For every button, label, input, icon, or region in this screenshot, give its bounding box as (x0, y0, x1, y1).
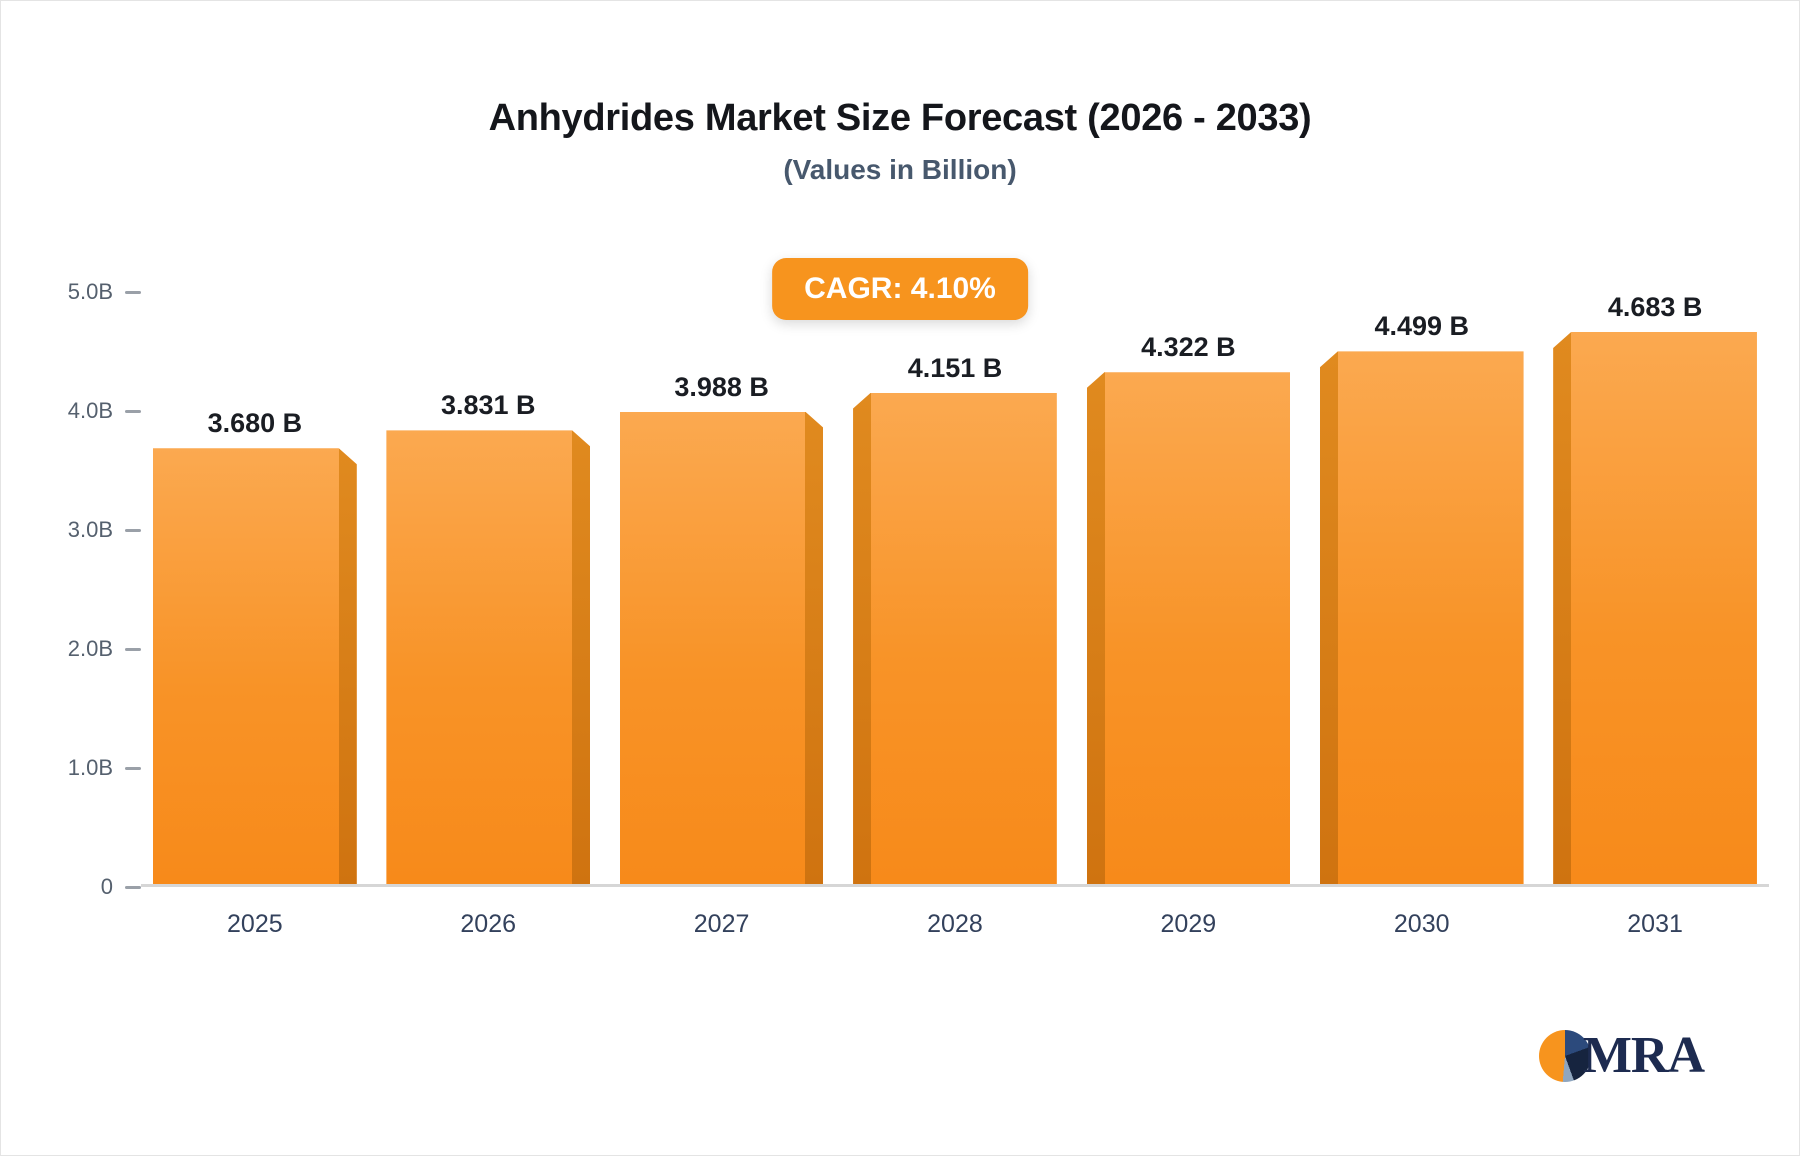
brand-logo: MRA (1538, 1026, 1705, 1085)
y-tick-label: 0 (100, 874, 113, 899)
x-axis-label: 2028 (927, 910, 983, 938)
bar-group: 3.988 B 2027 (620, 292, 824, 938)
y-tick-mark (125, 528, 141, 532)
y-tick-mark (125, 290, 141, 294)
bar-group: 3.831 B 2026 (386, 292, 590, 938)
y-tick: 5.0B (68, 279, 141, 305)
chart: CAGR: 4.10% 0 1.0B 2.0B 3.0B 4.0B 5.0B 3.680 … (31, 222, 1769, 938)
chart-title: Anhydrides Market Size Forecast (2026 - … (488, 97, 1312, 139)
y-tick-label: 2.0B (67, 636, 113, 661)
y-tick-mark (125, 766, 141, 770)
y-tick-label: 5.0B (67, 279, 113, 304)
y-tick: 1.0B (68, 755, 141, 781)
y-tick-label: 4.0B (67, 398, 113, 423)
bar (1553, 332, 1757, 884)
bar-value-label: 3.831 B (440, 390, 536, 421)
bar (853, 392, 1057, 884)
bar-group: 4.322 B 2029 (1086, 292, 1291, 938)
bar-value-label: 3.988 B (674, 371, 769, 402)
y-tick: 4.0B (68, 398, 141, 424)
y-tick-mark (125, 647, 141, 651)
bar-value-label: 4.683 B (1607, 292, 1703, 322)
y-tick-label: 1.0B (67, 755, 113, 780)
y-tick: 3.0B (68, 517, 141, 543)
y-axis: 0 1.0B 2.0B 3.0B 4.0B 5.0B (31, 279, 141, 899)
bar (386, 430, 590, 884)
y-tick: 0 (101, 874, 141, 900)
y-tick-mark (125, 885, 141, 889)
bar-group: 4.151 B 2028 (853, 292, 1057, 938)
brand-logo-text: MRA (1582, 1027, 1705, 1084)
y-tick-label: 3.0B (67, 517, 113, 542)
plot: 3.680 B 2025 3.831 B 2026 3.988 B 2027 4.151 B… (141, 292, 1769, 938)
x-axis-label: 2031 (1627, 910, 1683, 938)
bar (153, 448, 357, 884)
bar (620, 412, 824, 884)
bar (1086, 372, 1291, 884)
bar-value-label: 4.322 B (1141, 332, 1236, 363)
x-axis-label: 2026 (460, 910, 517, 938)
x-axis-label: 2029 (1160, 910, 1217, 938)
pie-logo-icon (1538, 1029, 1591, 1082)
y-tick-mark (125, 409, 141, 413)
x-axis-label: 2025 (227, 910, 283, 938)
cagr-badge: CAGR: 4.10% (772, 258, 1028, 320)
y-tick: 2.0B (68, 636, 141, 662)
bar-group: 4.683 B 2031 (1553, 292, 1757, 938)
bar-group: 4.499 B 2030 (1319, 292, 1524, 938)
chart-header: Anhydrides Market Size Forecast (2026 - … (1, 1, 1799, 186)
x-axis-label: 2030 (1393, 910, 1450, 938)
bar-value-label: 4.151 B (907, 352, 1003, 383)
x-axis-label: 2027 (693, 910, 750, 938)
bar-value-label: 4.499 B (1374, 311, 1470, 342)
bar-group: 3.680 B 2025 (153, 292, 357, 938)
chart-area: 0 1.0B 2.0B 3.0B 4.0B 5.0B 3.680 B 2025 3.831 B… (31, 222, 1769, 938)
chart-subtitle: (Values in Billion) (783, 154, 1017, 185)
bar-value-label: 3.680 B (207, 408, 303, 439)
bar (1319, 351, 1524, 884)
